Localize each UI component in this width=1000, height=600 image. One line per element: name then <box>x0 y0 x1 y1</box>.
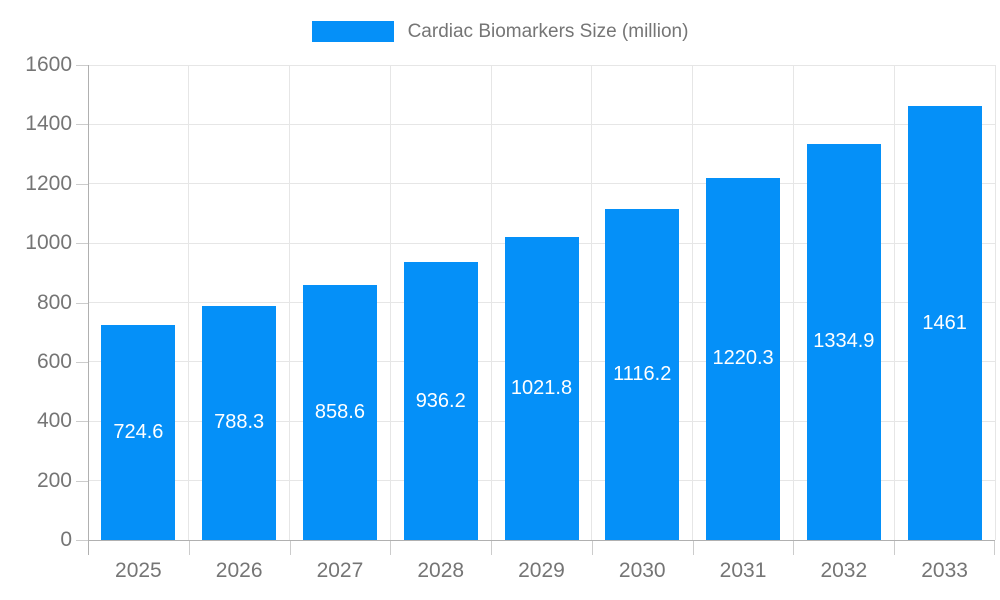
gridline-vertical <box>893 65 895 540</box>
gridline-vertical <box>389 65 391 540</box>
y-axis-tick <box>76 540 88 541</box>
x-axis-tick <box>88 541 89 555</box>
bar-value-label: 1116.2 <box>613 362 672 385</box>
gridline-vertical <box>692 65 694 540</box>
y-axis-label: 1000 <box>25 231 72 255</box>
y-axis-label: 1400 <box>25 112 72 136</box>
bar: 1220.3 <box>706 177 781 540</box>
y-axis-label: 200 <box>36 468 72 492</box>
gridline-vertical <box>994 65 996 540</box>
bar-value-label: 858.6 <box>314 401 365 424</box>
x-axis-tick <box>491 541 493 555</box>
y-axis-tick <box>76 302 88 304</box>
legend-label: Cardiac Biomarkers Size (million) <box>407 21 689 42</box>
y-axis-tick <box>76 361 88 363</box>
y-axis-tick <box>76 124 88 126</box>
y-axis-label: 1200 <box>25 171 72 195</box>
bar: 1021.8 <box>504 236 579 540</box>
y-axis-tick <box>76 65 88 66</box>
y-axis-label: 1600 <box>25 53 72 76</box>
bar-value-label: 936.2 <box>415 389 466 412</box>
y-axis-tick <box>76 421 88 423</box>
bar: 788.3 <box>202 305 277 540</box>
legend-swatch <box>311 21 394 42</box>
bar-value-label: 1461 <box>922 311 967 334</box>
x-axis-label: 2032 <box>820 559 868 582</box>
bar-value-label: 1220.3 <box>712 347 774 370</box>
bar: 724.6 <box>101 324 176 540</box>
x-axis-label: 2033 <box>921 559 968 582</box>
y-axis-tick <box>76 480 88 482</box>
y-axis-tick <box>76 243 88 245</box>
x-axis-label: 2026 <box>215 559 263 582</box>
x-axis-tick <box>390 541 392 555</box>
bar-value-label: 1334.9 <box>813 330 875 353</box>
x-axis-tick <box>591 541 593 555</box>
y-axis-line <box>88 65 89 555</box>
x-axis-label: 2029 <box>518 559 565 582</box>
bar: 1334.9 <box>806 143 881 540</box>
y-axis-label: 0 <box>60 528 72 551</box>
bar: 1461 <box>907 106 982 540</box>
bar-value-label: 724.6 <box>113 420 164 443</box>
x-axis-tick <box>894 541 896 555</box>
x-axis-line <box>88 540 995 541</box>
gridline-vertical <box>188 65 190 540</box>
y-axis-label: 800 <box>36 290 72 314</box>
gridline-vertical <box>591 65 593 540</box>
bar: 936.2 <box>403 262 478 540</box>
y-axis-label: 400 <box>36 409 72 433</box>
x-axis-label: 2025 <box>115 559 162 582</box>
gridline-vertical <box>792 65 794 540</box>
x-axis-tick <box>289 541 291 555</box>
x-axis-tick <box>692 541 694 555</box>
x-axis-tick <box>188 541 190 555</box>
x-axis-label: 2030 <box>618 559 666 582</box>
bar: 1116.2 <box>605 208 680 540</box>
y-axis-label: 600 <box>36 349 72 373</box>
x-axis-label: 2027 <box>316 559 364 582</box>
gridline-horizontal <box>88 123 995 125</box>
plot-area: 724.6 788.3 858.6 936.2 1021.8 1116.2 1220.3 13… <box>88 64 996 540</box>
x-axis-tick <box>793 541 795 555</box>
x-axis-label: 2028 <box>417 559 465 582</box>
bar-value-label: 788.3 <box>214 411 265 434</box>
gridline-vertical <box>490 65 492 540</box>
x-axis-tick <box>994 541 995 555</box>
bar-value-label: 1021.8 <box>510 376 573 399</box>
gridline-horizontal <box>88 183 995 185</box>
gridline-horizontal <box>88 64 995 66</box>
legend[interactable]: Cardiac Biomarkers Size (million) <box>0 21 1000 42</box>
bar: 858.6 <box>302 285 377 540</box>
x-axis-label: 2031 <box>719 559 767 582</box>
gridline-vertical <box>289 65 291 540</box>
y-axis-tick <box>76 183 88 185</box>
